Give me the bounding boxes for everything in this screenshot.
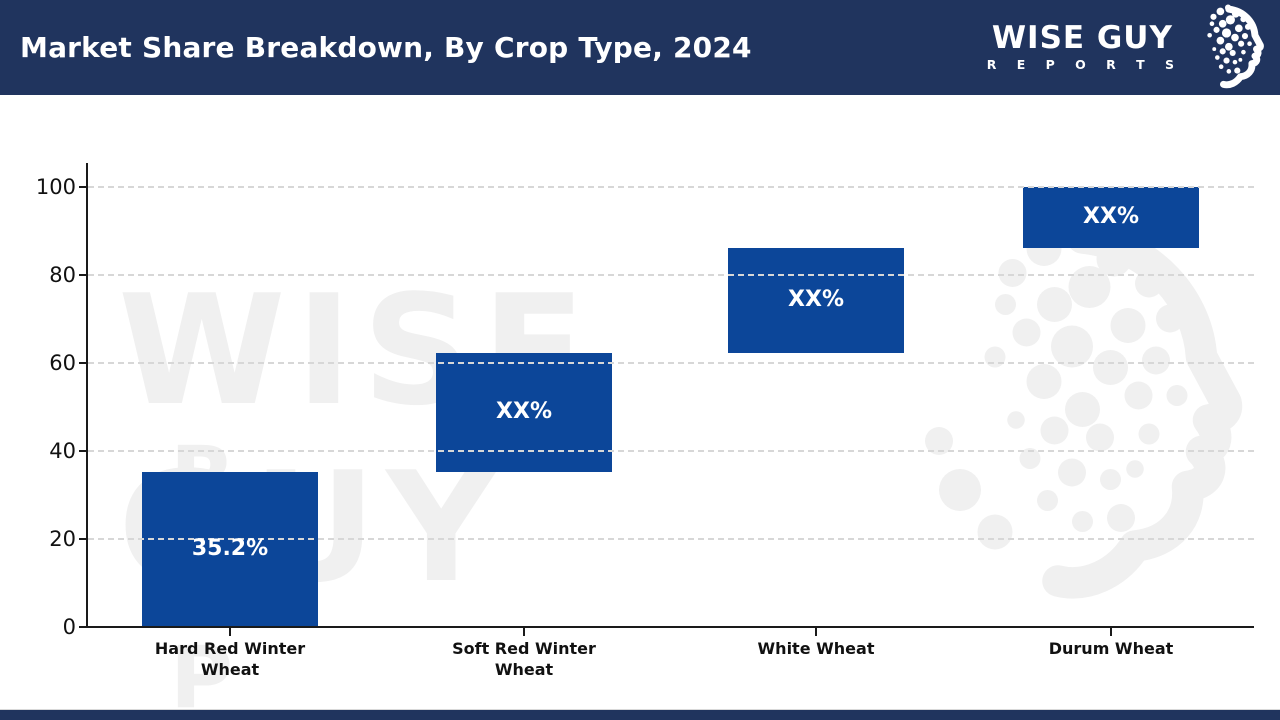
x-tick-mark (815, 628, 817, 636)
x-tick-label-soft-red-winter-wheat: Soft Red Winter Wheat (452, 639, 596, 679)
bar-soft-red-winter-wheat (436, 352, 612, 473)
brand-logo-text: WISE GUY R E P O R T S (983, 20, 1182, 73)
y-tick-label: 0 (62, 615, 76, 639)
x-axis-line (86, 626, 1254, 628)
x-tick-mark (523, 628, 525, 636)
x-tick-mark (229, 628, 231, 636)
gridline-y-80 (88, 274, 1254, 276)
y-axis-line (86, 163, 88, 628)
watermark-face-icon (885, 210, 1245, 606)
brand-face-icon (1184, 3, 1266, 93)
y-tick-label: 20 (49, 527, 76, 551)
y-tick-mark (79, 626, 87, 628)
brand-name: WISE GUY (991, 20, 1173, 56)
footer-bar (0, 709, 1280, 720)
gridline-y-20 (88, 538, 1254, 540)
y-tick-mark (79, 186, 87, 188)
y-tick-mark (79, 538, 87, 540)
y-tick-label: 60 (49, 351, 76, 375)
x-tick-mark (1110, 628, 1112, 636)
x-tick-label-hard-red-winter-wheat: Hard Red Winter Wheat (154, 639, 306, 679)
y-tick-label: 100 (35, 175, 76, 199)
y-tick-mark (79, 274, 87, 276)
y-tick-mark (79, 450, 87, 452)
x-tick-label-white-wheat: White Wheat (757, 639, 875, 658)
bar-white-wheat (728, 248, 904, 353)
bar-hard-red-winter-wheat (142, 472, 318, 627)
bar-value-label: XX% (1083, 203, 1139, 229)
bar-value-label: XX% (788, 286, 844, 312)
gridline-y-100 (88, 186, 1254, 188)
y-tick-mark (79, 362, 87, 364)
brand-subtitle: R E P O R T S (986, 57, 1182, 72)
x-tick-label-durum-wheat: Durum Wheat (1048, 639, 1174, 658)
bar-value-label: XX% (496, 398, 552, 424)
bar-value-label: 35.2% (191, 535, 269, 561)
chart-title: Market Share Breakdown, By Crop Type, 20… (20, 31, 752, 64)
header-bar: Market Share Breakdown, By Crop Type, 20… (0, 0, 1280, 95)
gridline-y-40 (88, 450, 1254, 452)
gridline-y-60 (88, 362, 1254, 364)
y-tick-label: 40 (49, 439, 76, 463)
brand-logo: WISE GUY R E P O R T S (983, 3, 1266, 93)
y-tick-label: 80 (49, 263, 76, 287)
